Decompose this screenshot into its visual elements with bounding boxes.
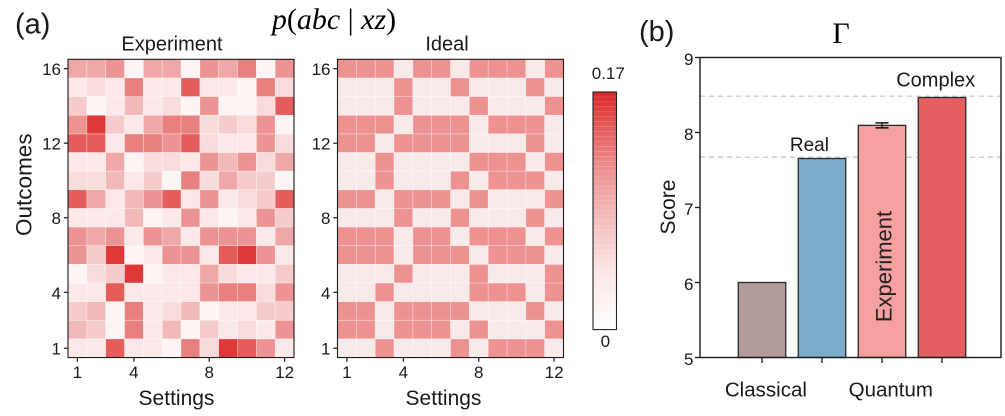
svg-text:0: 0 (601, 332, 610, 351)
svg-text:6: 6 (684, 275, 693, 294)
svg-text:Settings: Settings (139, 387, 215, 410)
svg-text:1: 1 (342, 363, 351, 382)
svg-text:8: 8 (474, 363, 483, 382)
svg-text:7: 7 (684, 200, 693, 219)
svg-text:1: 1 (73, 363, 82, 382)
svg-text:12: 12 (545, 363, 564, 382)
svg-text:Settings: Settings (406, 387, 482, 410)
svg-text:Ideal: Ideal (425, 34, 468, 56)
svg-text:Classical: Classical (725, 379, 807, 402)
svg-text:8: 8 (321, 209, 330, 228)
svg-text:4: 4 (129, 363, 138, 382)
svg-text:Score: Score (657, 180, 680, 235)
svg-text:Outcomes: Outcomes (12, 133, 37, 236)
svg-text:(a): (a) (15, 8, 50, 40)
svg-text:(b): (b) (639, 16, 674, 48)
svg-text:p(abc | xz): p(abc | xz) (270, 3, 396, 36)
svg-text:Γ: Γ (832, 17, 849, 50)
svg-text:12: 12 (275, 363, 294, 382)
svg-text:1: 1 (321, 340, 330, 359)
svg-text:1: 1 (52, 340, 61, 359)
svg-text:12: 12 (42, 135, 61, 154)
svg-text:5: 5 (684, 350, 693, 369)
svg-text:4: 4 (399, 363, 408, 382)
svg-text:Experiment: Experiment (872, 211, 897, 322)
svg-text:16: 16 (42, 60, 61, 79)
svg-text:9: 9 (684, 50, 693, 69)
svg-text:0.17: 0.17 (592, 64, 625, 83)
svg-text:8: 8 (52, 209, 61, 228)
svg-text:8: 8 (684, 125, 693, 144)
svg-text:16: 16 (312, 60, 331, 79)
svg-text:4: 4 (321, 284, 330, 303)
svg-text:Experiment: Experiment (121, 34, 223, 56)
svg-text:Real: Real (790, 135, 829, 156)
svg-text:Quantum: Quantum (849, 379, 933, 402)
svg-text:4: 4 (52, 284, 61, 303)
svg-text:12: 12 (312, 135, 331, 154)
svg-text:Complex: Complex (896, 70, 975, 92)
svg-text:8: 8 (205, 363, 214, 382)
